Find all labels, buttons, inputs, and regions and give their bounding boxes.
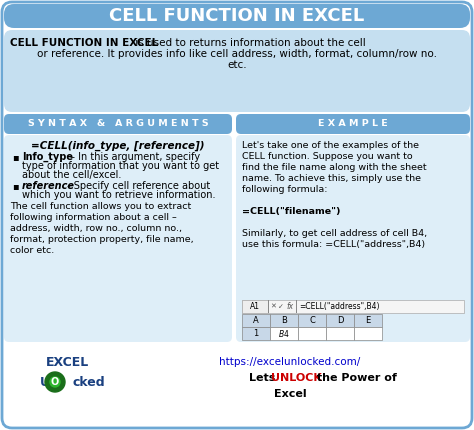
Text: or reference. It provides info like cell address, width, format, column/row no.: or reference. It provides info like cell… bbox=[37, 49, 437, 59]
Bar bbox=[242, 327, 270, 340]
Text: – In this argument, specify: – In this argument, specify bbox=[67, 152, 200, 162]
Text: CELL function. Suppose you want to: CELL function. Suppose you want to bbox=[242, 152, 413, 161]
Bar bbox=[242, 300, 268, 313]
Text: B: B bbox=[281, 316, 287, 325]
Circle shape bbox=[50, 377, 60, 387]
Bar bbox=[270, 314, 298, 327]
Text: D: D bbox=[337, 316, 343, 325]
Text: ▪: ▪ bbox=[12, 152, 18, 162]
FancyBboxPatch shape bbox=[236, 135, 470, 342]
Text: ✓: ✓ bbox=[278, 304, 284, 310]
Text: UNLOCK: UNLOCK bbox=[271, 373, 322, 383]
Text: etc.: etc. bbox=[227, 60, 247, 70]
Bar bbox=[326, 327, 354, 340]
Text: The cell function allows you to extract: The cell function allows you to extract bbox=[10, 202, 191, 211]
Text: A: A bbox=[253, 316, 259, 325]
Text: which you want to retrieve information.: which you want to retrieve information. bbox=[22, 190, 216, 200]
FancyBboxPatch shape bbox=[236, 114, 470, 134]
Text: about the cell/excel.: about the cell/excel. bbox=[22, 170, 121, 180]
Text: cked: cked bbox=[73, 375, 106, 388]
FancyBboxPatch shape bbox=[4, 114, 232, 134]
Text: https://excelunlocked.com/: https://excelunlocked.com/ bbox=[219, 357, 361, 367]
FancyBboxPatch shape bbox=[4, 135, 232, 342]
Text: Excel: Excel bbox=[273, 389, 306, 399]
Text: E: E bbox=[365, 316, 371, 325]
Text: Unl: Unl bbox=[40, 375, 63, 388]
Text: Info_type: Info_type bbox=[22, 152, 73, 162]
Text: the Power of: the Power of bbox=[313, 373, 397, 383]
Bar bbox=[296, 300, 297, 313]
Text: - Specify cell reference about: - Specify cell reference about bbox=[64, 181, 210, 191]
Text: is used to returns information about the cell: is used to returns information about the… bbox=[132, 38, 366, 48]
Text: O: O bbox=[51, 377, 59, 387]
Text: name. To achieve this, simply use the: name. To achieve this, simply use the bbox=[242, 174, 421, 183]
Text: =CELL(info_type, [reference]): =CELL(info_type, [reference]) bbox=[31, 141, 205, 151]
Bar bbox=[268, 300, 269, 313]
Text: Lets: Lets bbox=[249, 373, 279, 383]
Text: address, width, row no., column no.,: address, width, row no., column no., bbox=[10, 224, 182, 233]
Text: =CELL("filename"): =CELL("filename") bbox=[242, 207, 340, 216]
Bar bbox=[0, 342, 474, 430]
Text: format, protection property, file name,: format, protection property, file name, bbox=[10, 235, 193, 244]
Circle shape bbox=[45, 372, 65, 392]
Text: Let's take one of the examples of the: Let's take one of the examples of the bbox=[242, 141, 419, 150]
Bar bbox=[298, 327, 326, 340]
Text: E X A M P L E: E X A M P L E bbox=[318, 120, 388, 129]
FancyBboxPatch shape bbox=[4, 30, 470, 112]
Text: following formula:: following formula: bbox=[242, 185, 328, 194]
Text: fx: fx bbox=[286, 302, 293, 311]
Text: ✕: ✕ bbox=[270, 304, 276, 310]
Text: following information about a cell –: following information about a cell – bbox=[10, 213, 177, 222]
Bar bbox=[298, 314, 326, 327]
Text: use this formula: =CELL("address",B4): use this formula: =CELL("address",B4) bbox=[242, 240, 425, 249]
Bar bbox=[354, 327, 382, 340]
Bar bbox=[326, 314, 354, 327]
Text: =CELL("address",B4): =CELL("address",B4) bbox=[299, 302, 380, 311]
Bar bbox=[242, 314, 270, 327]
Text: find the file name along with the sheet: find the file name along with the sheet bbox=[242, 163, 427, 172]
Bar bbox=[354, 314, 382, 327]
Bar bbox=[270, 327, 298, 340]
Text: color etc.: color etc. bbox=[10, 246, 54, 255]
Text: A1: A1 bbox=[250, 302, 260, 311]
Text: type of information that you want to get: type of information that you want to get bbox=[22, 161, 219, 171]
Text: CELL FUNCTION IN EXCEL: CELL FUNCTION IN EXCEL bbox=[109, 7, 365, 25]
Text: ▪: ▪ bbox=[12, 181, 18, 191]
Text: CELL FUNCTION IN EXCEL: CELL FUNCTION IN EXCEL bbox=[10, 38, 158, 48]
Text: $B$4: $B$4 bbox=[278, 328, 290, 339]
Text: EXCEL: EXCEL bbox=[46, 356, 90, 369]
Text: S Y N T A X   &   A R G U M E N T S: S Y N T A X & A R G U M E N T S bbox=[27, 120, 208, 129]
Text: Similarly, to get cell address of cell B4,: Similarly, to get cell address of cell B… bbox=[242, 229, 427, 238]
Text: reference: reference bbox=[22, 181, 75, 191]
Text: 1: 1 bbox=[254, 329, 259, 338]
Text: C: C bbox=[309, 316, 315, 325]
FancyBboxPatch shape bbox=[4, 4, 470, 28]
Bar bbox=[242, 300, 464, 313]
